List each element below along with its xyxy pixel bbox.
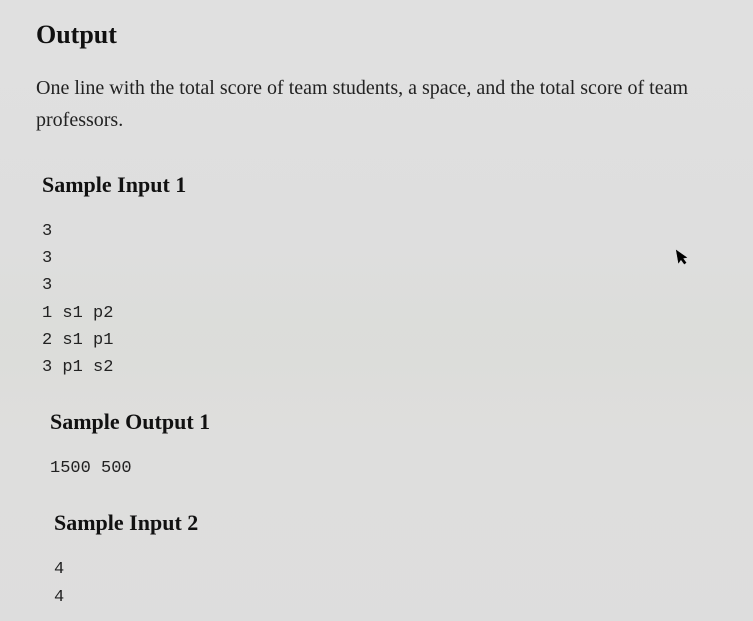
output-description: One line with the total score of team st… [36,72,717,136]
sample-input-1-code: 3 3 3 1 s1 p2 2 s1 p1 3 p1 s2 [42,218,717,381]
sample-input-2-heading: Sample Input 2 [54,510,717,536]
output-heading: Output [36,20,717,50]
sample-input-1-heading: Sample Input 1 [42,172,717,198]
sample-input-2-code: 4 4 [54,556,717,610]
sample-output-1-code: 1500 500 [50,455,717,482]
sample-output-1-heading: Sample Output 1 [50,409,717,435]
